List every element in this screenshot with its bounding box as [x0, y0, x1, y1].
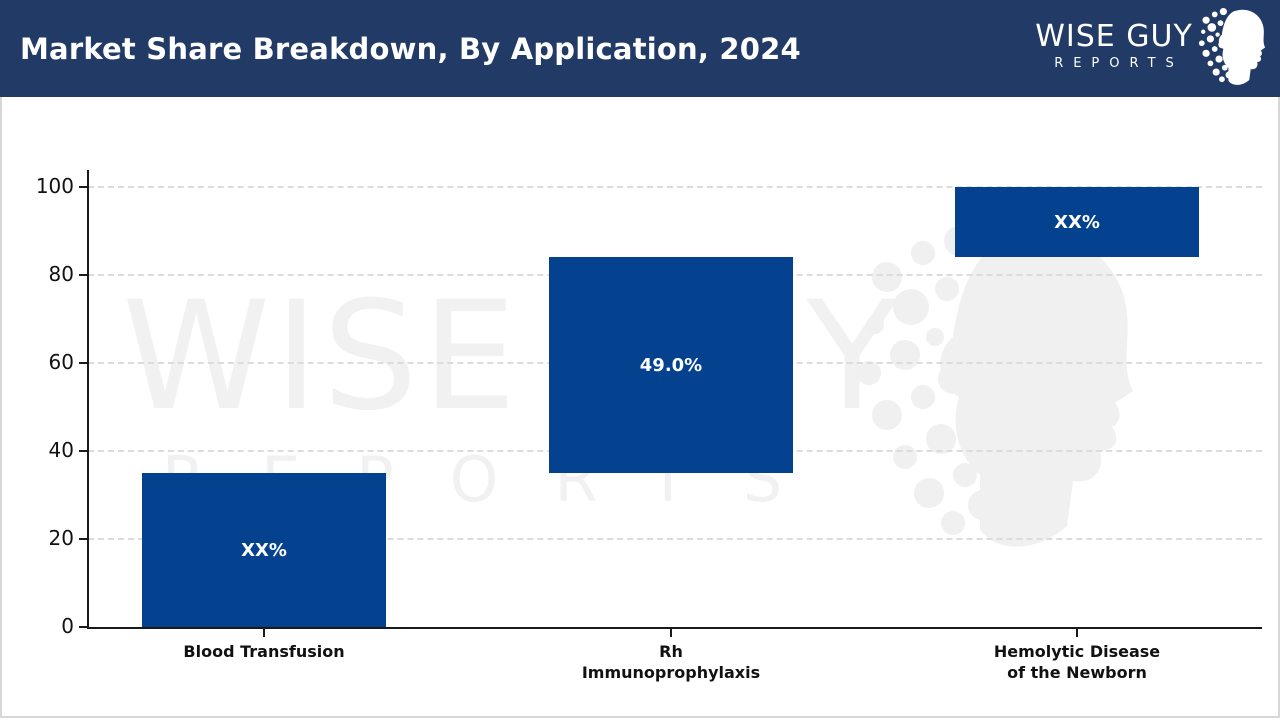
y-tick-mark-20 [79, 538, 87, 540]
bar-value-label: XX% [241, 539, 287, 561]
x-tick-mark [1076, 629, 1078, 637]
y-tick-mark-100 [79, 186, 87, 188]
brand-logo-text: WISE GUY REPORTS [1028, 20, 1200, 74]
y-tick-label-20: 20 [48, 526, 74, 550]
x-tick-mark [263, 629, 265, 637]
header-bar: Market Share Breakdown, By Application, … [0, 0, 1280, 97]
x-category-label: Blood Transfusion [183, 642, 345, 661]
x-axis-line [87, 627, 1262, 629]
dotted-face-icon [1198, 7, 1266, 85]
y-tick-label-0: 0 [61, 614, 74, 638]
brand-logo: WISE GUY REPORTS [1028, 4, 1268, 94]
y-tick-mark-0 [79, 626, 87, 628]
bar-value-label: XX% [1054, 211, 1100, 233]
y-tick-label-100: 100 [35, 174, 74, 198]
y-tick-mark-60 [79, 362, 87, 364]
bar-segment: XX% [955, 187, 1199, 258]
y-tick-mark-40 [79, 450, 87, 452]
y-tick-label-80: 80 [48, 262, 74, 286]
brand-name: WISE GUY [1035, 19, 1193, 54]
gridline-20 [88, 538, 1262, 540]
border-right [1278, 97, 1280, 718]
bar-segment: 49.0% [549, 257, 793, 473]
border-left [0, 97, 2, 718]
bar-value-label: 49.0% [639, 354, 703, 376]
y-tick-mark-80 [79, 274, 87, 276]
y-tick-label-40: 40 [48, 438, 74, 462]
x-tick-mark [670, 629, 672, 637]
y-axis-line [87, 170, 89, 629]
page-title: Market Share Breakdown, By Application, … [20, 31, 801, 66]
x-category-label: Rh Immunoprophylaxis [581, 642, 761, 682]
watermark-dotted-face-icon [857, 226, 1133, 547]
bar-segment: XX% [142, 473, 386, 627]
x-category-label: Hemolytic Disease of the Newborn [993, 642, 1161, 682]
y-tick-label-60: 60 [48, 350, 74, 374]
chart-canvas: WISE GUY REPORTS 0 20 40 60 80 100 XX% Blood Tr… [0, 97, 1280, 720]
gridline-100 [88, 186, 1262, 188]
border-bottom [0, 716, 1280, 718]
brand-subname: REPORTS [1054, 56, 1184, 71]
